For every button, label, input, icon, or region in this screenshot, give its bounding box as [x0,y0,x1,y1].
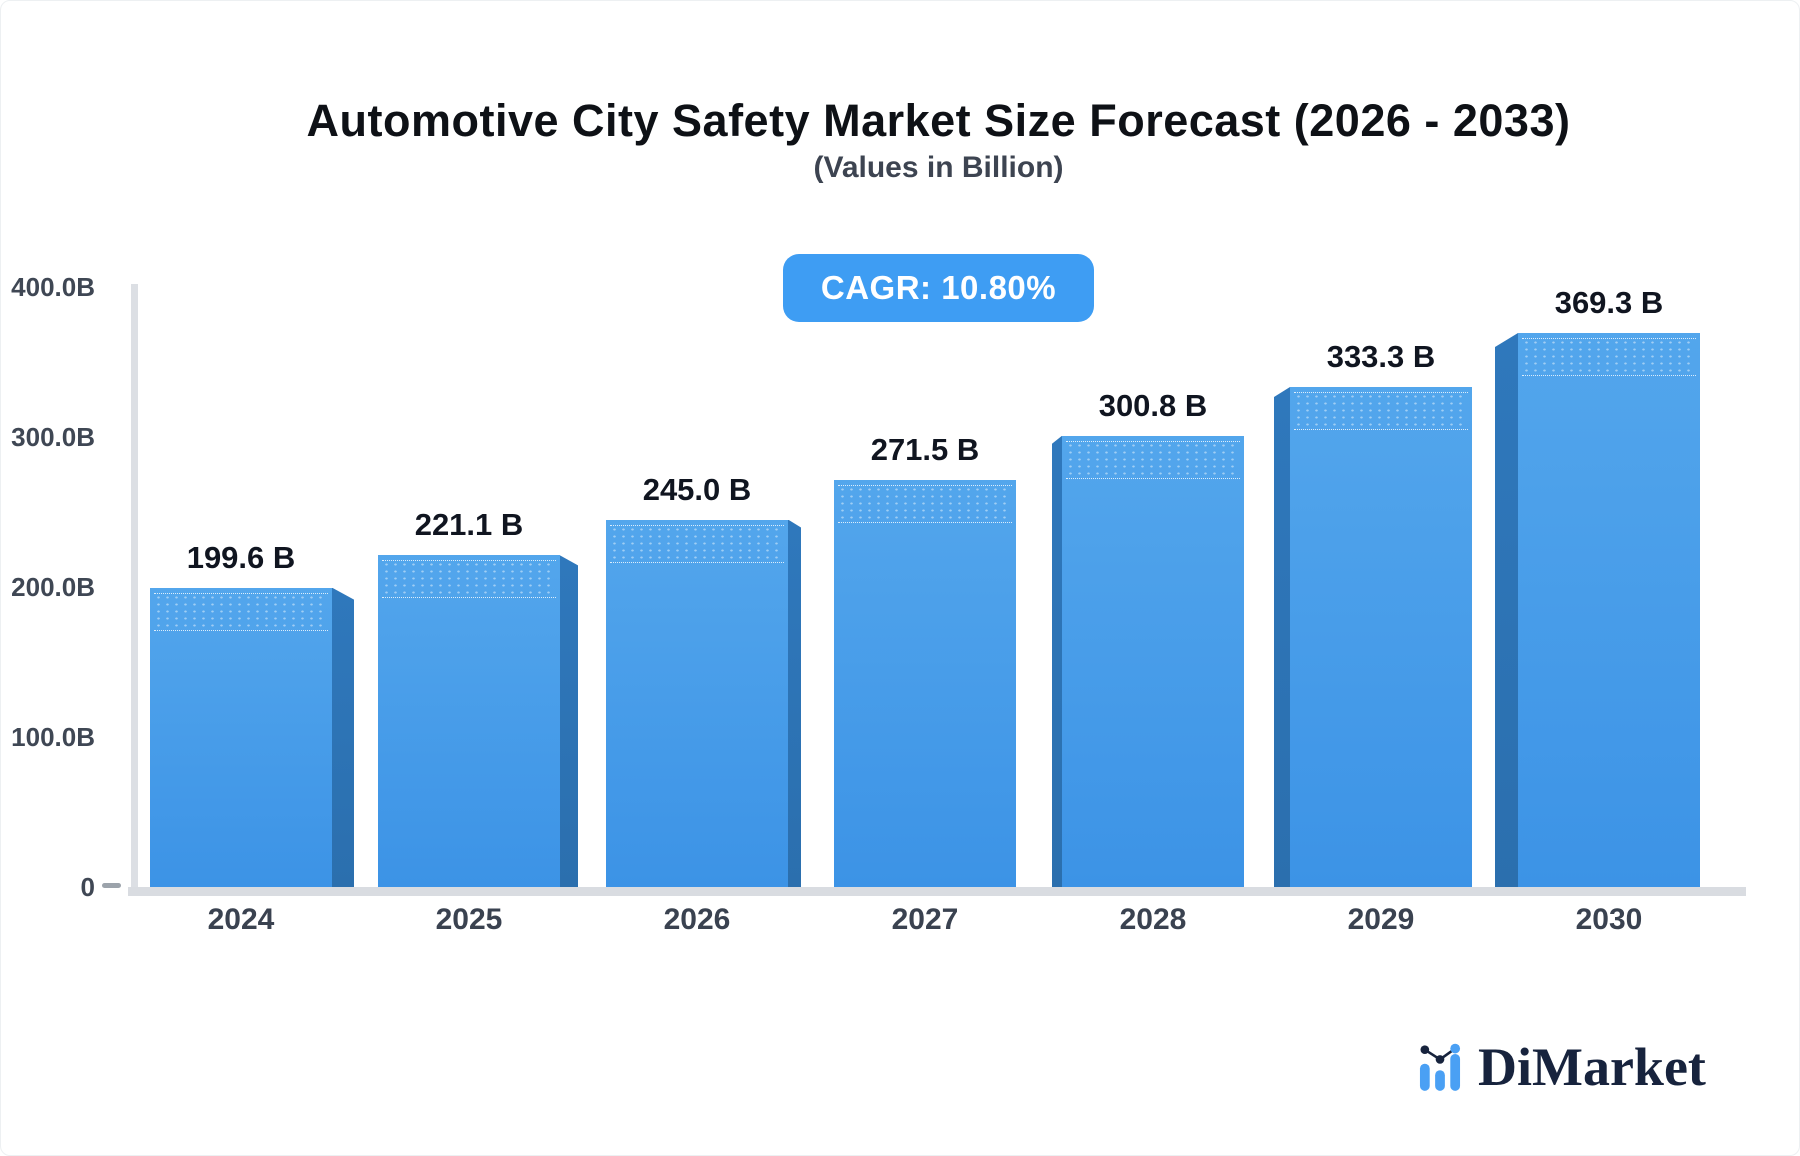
y-axis-tick-0: 0 [80,872,95,902]
bar-top-texture [1522,338,1696,377]
bar-2026 [606,519,788,887]
bar-2028 [1062,435,1244,887]
bar-value-label-2029: 333.3 B [1326,339,1436,375]
x-axis-line [128,887,1746,896]
bar-2024 [150,587,332,887]
cagr-badge: CAGR: 10.80% [782,254,1095,322]
x-axis-label-2026: 2026 [663,903,731,936]
cagr-badge-container: CAGR: 10.80% [131,254,1746,322]
bar-value-label-2030: 369.3 B [1554,285,1664,321]
x-axis-label-2024: 2024 [207,903,275,936]
bar-value-label-2027: 271.5 B [870,431,980,467]
bar-top-texture [838,484,1012,523]
bar-value-label-2026: 245.0 B [642,471,752,507]
x-axis-label-2029: 2029 [1347,903,1415,936]
bar-top-texture [154,592,328,631]
bar-2030 [1518,333,1700,887]
bar-2025 [378,555,560,887]
x-axis-label-2025: 2025 [435,903,503,936]
bar-side-face [1274,387,1290,887]
bar-2029 [1290,387,1472,887]
bar-side-face [1052,435,1062,887]
bar-line-chart-icon [1419,1043,1461,1091]
brand-name: DiMarket [1478,1037,1706,1097]
y-axis-tick-300: 300.0B [11,422,95,452]
bar-value-label-2025: 221.1 B [414,507,524,543]
y-axis-tick-400: 400.0B [11,272,95,302]
y-axis-tick-200: 200.0B [11,572,95,602]
brand-logo: DiMarket [1414,1039,1706,1095]
bar-value-label-2024: 199.6 B [186,539,296,575]
bar-top-texture [1066,440,1240,479]
bar-top-texture [1294,392,1468,431]
bar-2027 [834,479,1016,887]
x-axis-label-2028: 2028 [1119,903,1187,936]
bar-value-label-2028: 300.8 B [1098,387,1208,423]
bar-top-texture [610,524,784,563]
x-axis-label-2027: 2027 [891,903,959,936]
zero-tick-dash [102,883,121,888]
bar-side-face [788,519,801,887]
x-axis-label-2030: 2030 [1575,903,1643,936]
y-axis-line [131,284,138,887]
bar-top-texture [382,560,556,599]
bar-side-face [1495,333,1518,887]
bar-side-face [332,587,354,887]
chart-subtitle: (Values in Billion) [813,151,1064,184]
bar-side-face [560,555,578,887]
y-axis-tick-100: 100.0B [11,722,95,752]
chart-title: Automotive City Safety Market Size Forec… [306,95,1571,146]
